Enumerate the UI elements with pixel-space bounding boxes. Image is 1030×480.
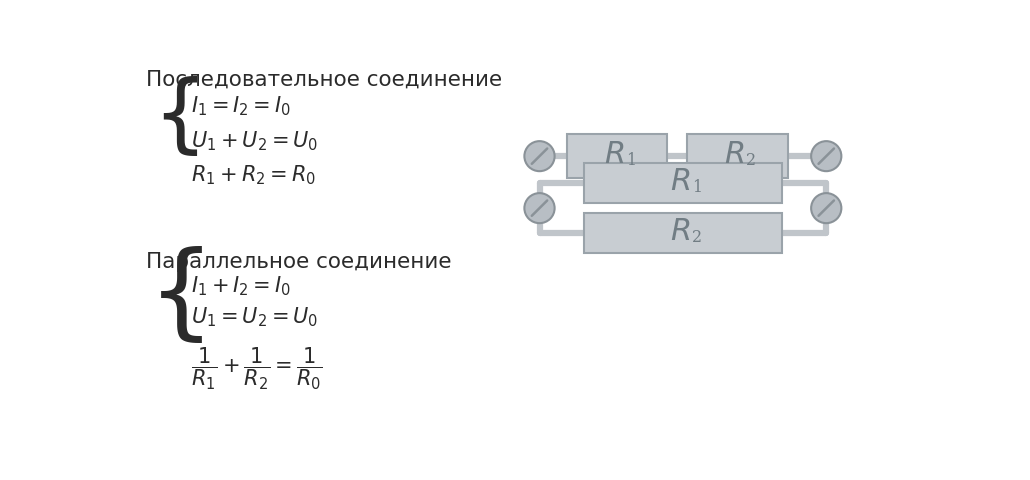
FancyBboxPatch shape bbox=[687, 134, 788, 179]
Text: $U_1 = U_2 = U_0$: $U_1 = U_2 = U_0$ bbox=[191, 306, 318, 329]
FancyBboxPatch shape bbox=[566, 134, 667, 179]
Circle shape bbox=[524, 193, 554, 223]
Text: $R_1 + R_2 = R_0$: $R_1 + R_2 = R_0$ bbox=[191, 163, 315, 187]
FancyBboxPatch shape bbox=[584, 163, 782, 203]
Text: Параллельное соединение: Параллельное соединение bbox=[146, 252, 451, 272]
Text: $R$: $R$ bbox=[604, 139, 624, 170]
Text: 1: 1 bbox=[692, 179, 701, 196]
Text: Последовательное соединение: Последовательное соединение bbox=[146, 69, 502, 89]
Text: $R$: $R$ bbox=[670, 216, 690, 247]
Text: 2: 2 bbox=[692, 229, 701, 246]
Text: $U_1 + U_2 = U_0$: $U_1 + U_2 = U_0$ bbox=[191, 129, 318, 153]
Text: $\dfrac{1}{R_1} + \dfrac{1}{R_2} = \dfrac{1}{R_0}$: $\dfrac{1}{R_1} + \dfrac{1}{R_2} = \dfra… bbox=[191, 347, 322, 393]
Text: $I_1 = I_2 = I_0$: $I_1 = I_2 = I_0$ bbox=[191, 95, 290, 118]
Circle shape bbox=[812, 193, 842, 223]
Text: $\{$: $\{$ bbox=[152, 75, 199, 159]
Text: $I_1 + I_2 = I_0$: $I_1 + I_2 = I_0$ bbox=[191, 275, 290, 299]
Circle shape bbox=[524, 141, 554, 171]
Text: $R$: $R$ bbox=[670, 166, 690, 197]
Text: $\{$: $\{$ bbox=[147, 245, 203, 348]
Text: $R$: $R$ bbox=[724, 139, 744, 170]
FancyBboxPatch shape bbox=[584, 213, 782, 253]
Text: 1: 1 bbox=[626, 152, 636, 169]
Text: 2: 2 bbox=[746, 152, 756, 169]
Circle shape bbox=[812, 141, 842, 171]
